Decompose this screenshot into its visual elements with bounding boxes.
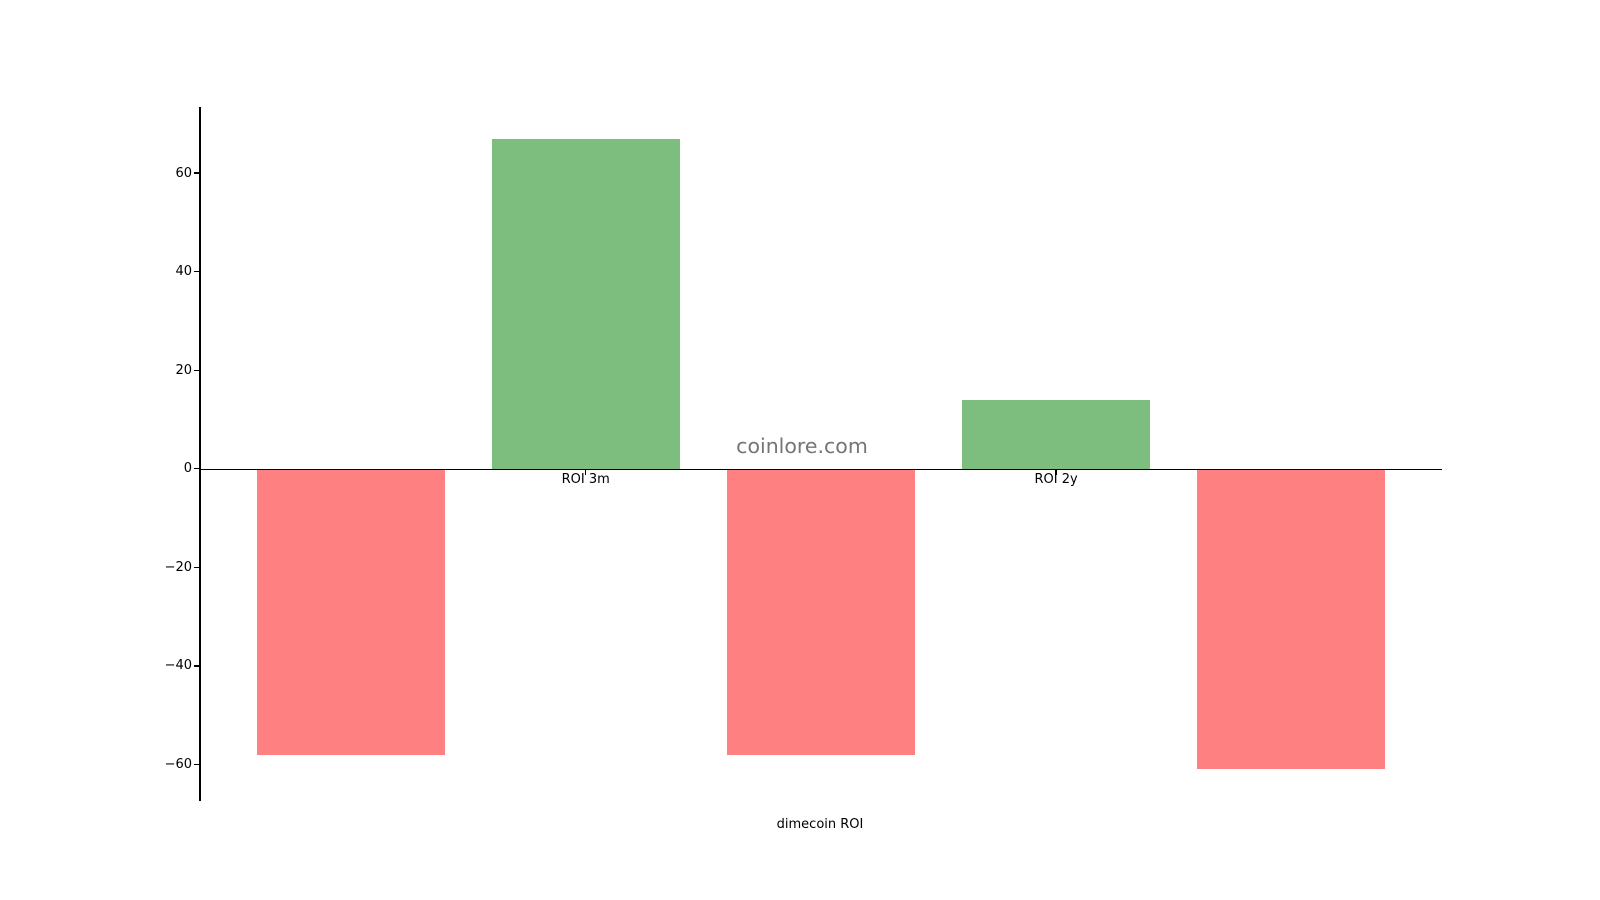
y-tick-label: −20 (164, 559, 192, 575)
y-tick-label: −60 (164, 757, 192, 773)
bar (1197, 468, 1386, 770)
x-tick-label: ROI 2y (1034, 472, 1078, 487)
y-tick-label: 40 (175, 264, 192, 280)
x-axis-title: dimecoin ROI (776, 817, 864, 832)
x-axis-zero-line (199, 468, 1443, 471)
x-tick-mark (585, 470, 587, 475)
y-tick-label: −40 (164, 658, 192, 674)
y-tick-mark (193, 566, 200, 569)
y-tick-mark (193, 468, 200, 470)
y-tick-label: 60 (175, 165, 192, 181)
y-tick-mark (193, 172, 200, 174)
y-tick-mark (193, 763, 200, 766)
y-tick-mark (193, 665, 200, 667)
bar (491, 138, 680, 469)
bar (962, 399, 1151, 469)
y-tick-label: 0 (183, 461, 192, 477)
bar (726, 468, 915, 755)
x-tick-mark (1055, 470, 1057, 475)
y-tick-mark (193, 369, 200, 371)
watermark-text: coinlore.com (736, 434, 868, 458)
y-tick-mark (193, 270, 200, 273)
y-tick-label: 20 (175, 362, 192, 378)
bar (256, 468, 445, 755)
x-tick-label: ROI 3m (561, 472, 610, 487)
y-axis-line (199, 107, 201, 801)
